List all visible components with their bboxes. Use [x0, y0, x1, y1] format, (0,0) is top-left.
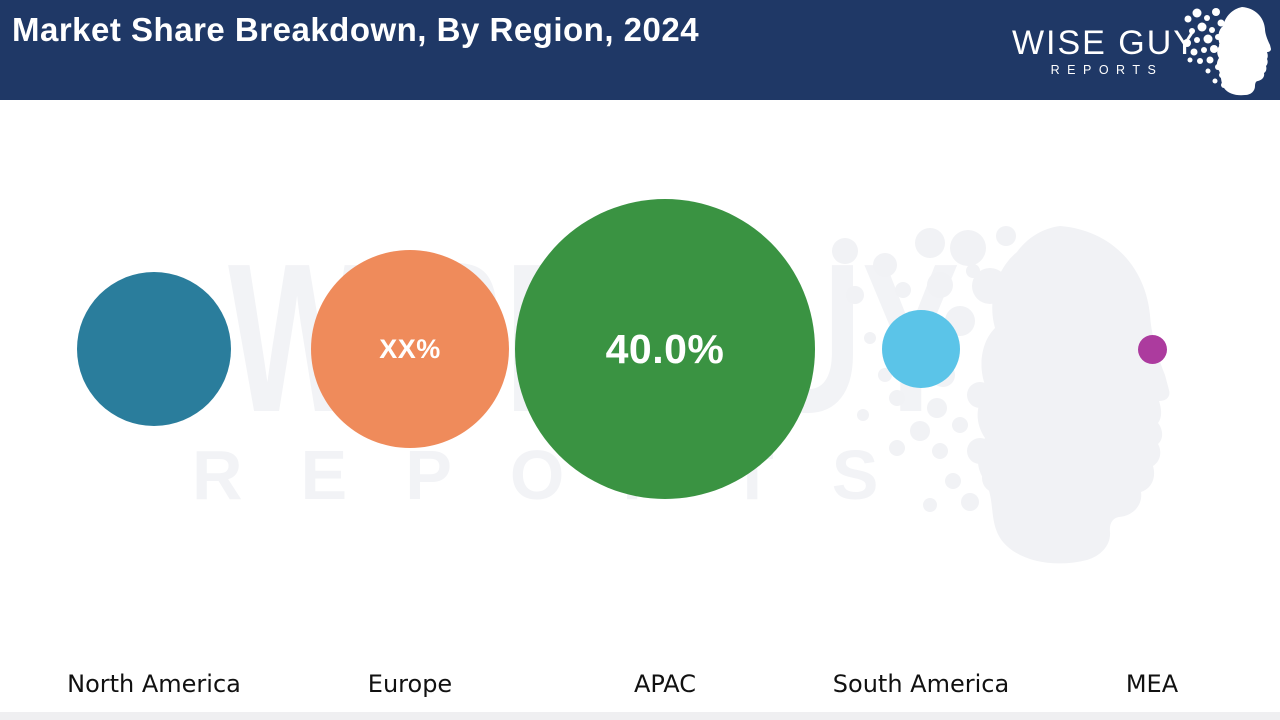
brand-logo: WISE GUY REPORTS	[1011, 7, 1274, 96]
logo-head-icon	[1183, 7, 1271, 96]
category-label-mea: MEA	[1125, 670, 1179, 698]
bubble-north-america	[77, 272, 231, 426]
header-bar: Market Share Breakdown, By Region, 2024 …	[0, 0, 1280, 100]
watermark-head-icon	[832, 226, 1170, 564]
bubble-value-label-europe: XX%	[379, 333, 441, 364]
bottom-edge	[0, 712, 1280, 720]
logo-wordmark: WISE GUY	[1011, 23, 1198, 62]
category-label-apac: APAC	[633, 670, 697, 698]
category-label-europe: Europe	[367, 670, 453, 698]
bubble-south-america	[882, 310, 960, 388]
chart-title: Market Share Breakdown, By Region, 2024	[12, 11, 700, 48]
brand-logo-text: WISE GUY REPORTS	[1011, 23, 1198, 78]
logo-subtext: REPORTS	[1050, 63, 1164, 78]
category-label-north-america: North America	[67, 670, 241, 698]
bubble-europe: XX%	[311, 250, 509, 448]
category-label-south-america: South America	[832, 670, 1010, 698]
bubble-value-label-apac: 40.0%	[605, 325, 725, 372]
bubble-apac: 40.0%	[515, 199, 815, 499]
bubble-mea	[1137, 334, 1167, 364]
